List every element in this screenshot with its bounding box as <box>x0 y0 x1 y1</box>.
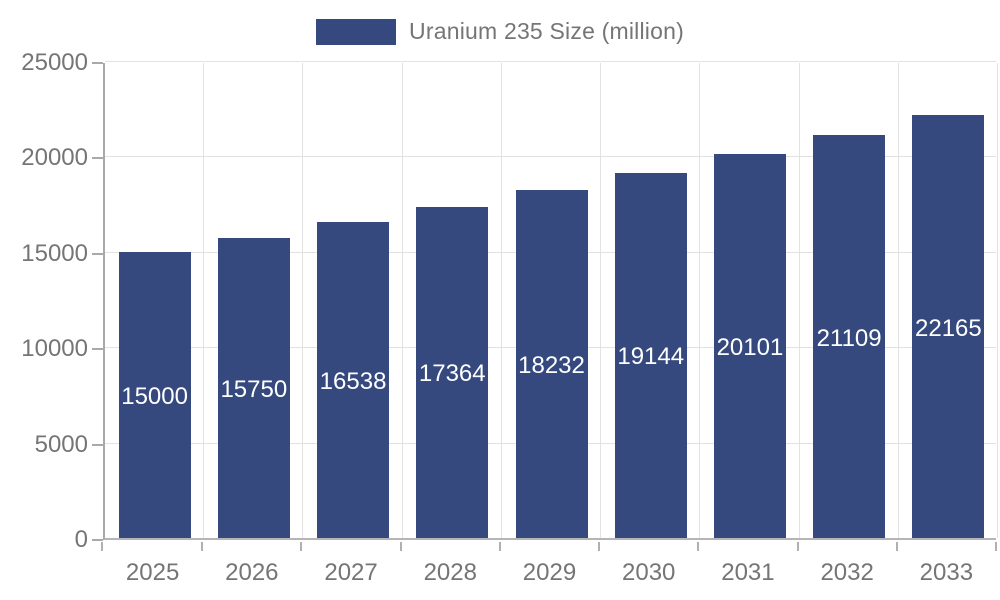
bar <box>118 251 191 538</box>
bar <box>614 172 687 538</box>
y-axis-tick <box>92 443 103 446</box>
y-gridline <box>105 61 996 62</box>
x-gridline <box>401 63 403 538</box>
x-axis-label: 2026 <box>225 559 279 586</box>
x-gridline <box>699 63 701 538</box>
y-axis-label: 25000 <box>21 49 88 76</box>
y-axis-label: 10000 <box>21 335 88 363</box>
y-axis-tick <box>92 539 103 541</box>
bar <box>217 237 290 538</box>
x-axis-tick <box>300 542 303 551</box>
y-axis-tick <box>92 62 103 64</box>
x-axis-tick <box>598 542 601 551</box>
bar <box>912 115 985 538</box>
x-gridline <box>798 63 800 538</box>
x-gridline <box>600 63 602 538</box>
bar <box>416 206 489 538</box>
y-axis-tick <box>92 252 103 255</box>
x-axis-tick <box>995 542 997 551</box>
y-gridline <box>105 156 996 158</box>
y-axis-label: 0 <box>74 526 88 553</box>
chart-legend[interactable]: Uranium 235 Size (million) <box>0 18 1000 45</box>
x-axis-label: 2033 <box>919 559 974 586</box>
y-axis-tick <box>92 157 103 160</box>
x-axis-label: 2030 <box>622 559 676 586</box>
legend-swatch <box>316 18 397 45</box>
bar <box>813 135 886 538</box>
y-axis-tick <box>92 348 103 351</box>
x-gridline <box>302 63 304 538</box>
y-axis-label: 5000 <box>34 430 88 458</box>
plot-area: 15000 15750 16538 17364 18232 19144 20101 21109… <box>103 61 998 540</box>
x-axis-label: 2028 <box>423 559 477 586</box>
x-axis-tick <box>101 542 103 551</box>
y-axis-label: 20000 <box>21 144 88 172</box>
x-axis-label: 2031 <box>721 559 775 586</box>
x-gridline <box>997 63 998 538</box>
x-axis-label: 2029 <box>522 559 577 586</box>
bar <box>515 190 588 538</box>
x-gridline <box>897 63 899 538</box>
bar <box>713 154 786 538</box>
x-axis-tick <box>498 542 501 551</box>
x-axis-tick <box>895 542 898 551</box>
x-axis-tick <box>399 542 402 551</box>
x-axis-label: 2032 <box>820 559 874 586</box>
x-axis-tick <box>796 542 799 551</box>
x-axis-label: 2027 <box>324 559 378 586</box>
x-axis-tick <box>697 542 700 551</box>
x-gridline <box>500 63 502 538</box>
y-axis-label: 15000 <box>21 239 88 267</box>
legend-label: Uranium 235 Size (million) <box>409 18 684 44</box>
x-axis-tick <box>201 542 204 551</box>
bar <box>317 222 390 538</box>
x-gridline <box>203 63 205 538</box>
x-axis-label: 2025 <box>125 559 180 586</box>
